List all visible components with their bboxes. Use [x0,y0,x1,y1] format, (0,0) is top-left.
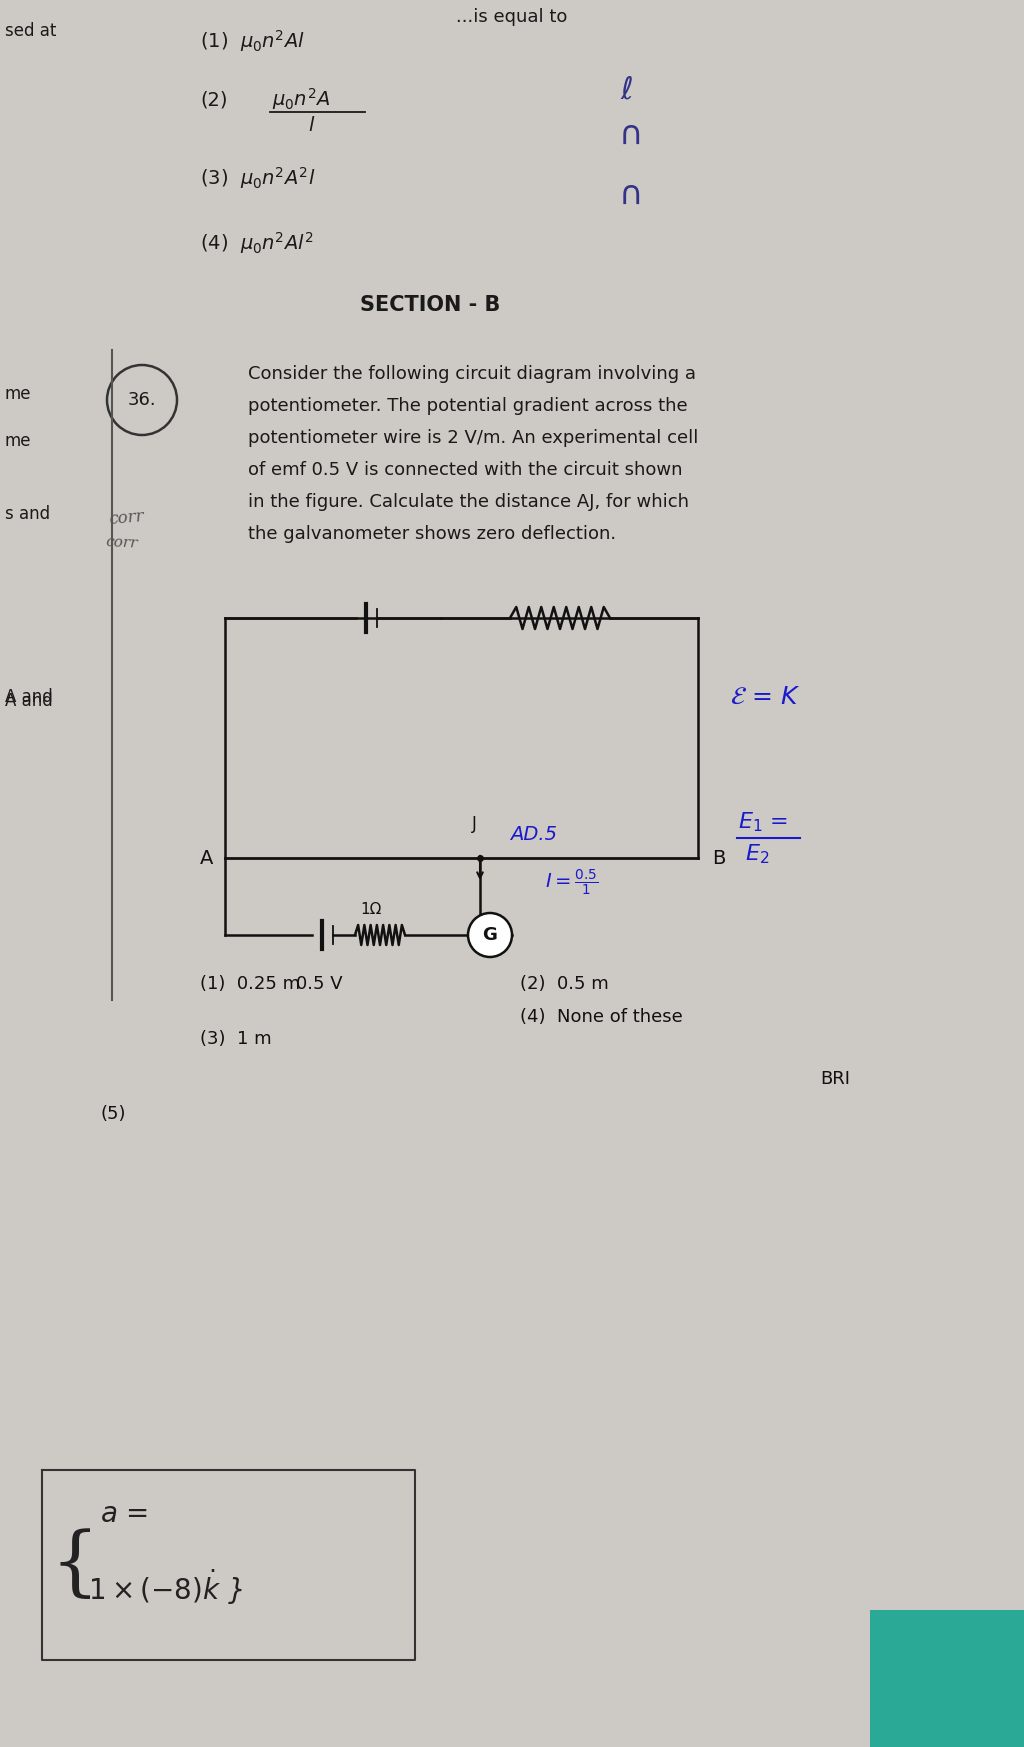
Text: A and: A and [5,688,53,706]
Text: $E_2$: $E_2$ [745,842,769,865]
Text: G: G [482,926,498,943]
Text: s and: s and [5,505,50,522]
Text: $a$ =: $a$ = [100,1501,148,1529]
Text: A: A [200,849,213,868]
Text: potentiometer wire is 2 V/m. An experimental cell: potentiometer wire is 2 V/m. An experime… [248,430,698,447]
Text: $I = \frac{0.5}{1}$: $I = \frac{0.5}{1}$ [545,868,598,898]
Text: the galvanometer shows zero deflection.: the galvanometer shows zero deflection. [248,526,616,543]
Text: sed at: sed at [5,23,56,40]
Circle shape [468,914,512,957]
Text: (3)  $\mu_0 n^2 A^2 l$: (3) $\mu_0 n^2 A^2 l$ [200,164,315,190]
Text: SECTION - B: SECTION - B [359,295,500,314]
Text: ...is equal to: ...is equal to [457,9,567,26]
Text: of emf 0.5 V is connected with the circuit shown: of emf 0.5 V is connected with the circu… [248,461,683,479]
Text: $\cap$: $\cap$ [618,119,640,150]
Text: $E_1$ =: $E_1$ = [738,811,787,833]
Text: (4)  None of these: (4) None of these [520,1008,683,1025]
Text: 36.: 36. [128,391,157,409]
Text: 1Ω: 1Ω [360,901,381,917]
Text: (2)  0.5 m: (2) 0.5 m [520,975,608,992]
Text: $l$: $l$ [308,115,315,135]
Text: (3)  1 m: (3) 1 m [200,1031,271,1048]
Text: BRI: BRI [820,1069,850,1088]
Text: me: me [5,432,32,451]
Text: (1)  $\mu_0 n^2 Al$: (1) $\mu_0 n^2 Al$ [200,28,305,54]
Text: A and: A and [5,692,53,709]
Text: me: me [5,384,32,404]
Text: J: J [472,816,477,833]
Text: B: B [712,849,725,868]
Text: $1\times(-8)\dot{k}$ }: $1\times(-8)\dot{k}$ } [88,1569,243,1607]
Text: AD.5: AD.5 [510,825,557,844]
Text: $\cap$: $\cap$ [618,178,640,211]
Text: {: { [50,1529,98,1602]
Text: 0.5 V: 0.5 V [296,975,343,992]
Text: potentiometer. The potential gradient across the: potentiometer. The potential gradient ac… [248,397,688,416]
Text: corr: corr [105,535,138,550]
Text: in the figure. Calculate the distance AJ, for which: in the figure. Calculate the distance AJ… [248,493,689,512]
Text: $\mu_0 n^2 A$: $\mu_0 n^2 A$ [272,86,331,112]
Text: $\ell$: $\ell$ [620,75,633,107]
Text: (1)  0.25 m: (1) 0.25 m [200,975,300,992]
Polygon shape [870,1611,1024,1747]
Text: (2): (2) [200,91,227,108]
Text: $\mathcal{E}$ = K: $\mathcal{E}$ = K [730,685,801,709]
Text: Consider the following circuit diagram involving a: Consider the following circuit diagram i… [248,365,696,383]
Text: (5): (5) [100,1106,126,1123]
Text: (4)  $\mu_0 n^2 Al^2$: (4) $\mu_0 n^2 Al^2$ [200,231,313,255]
Text: corr: corr [108,508,144,528]
